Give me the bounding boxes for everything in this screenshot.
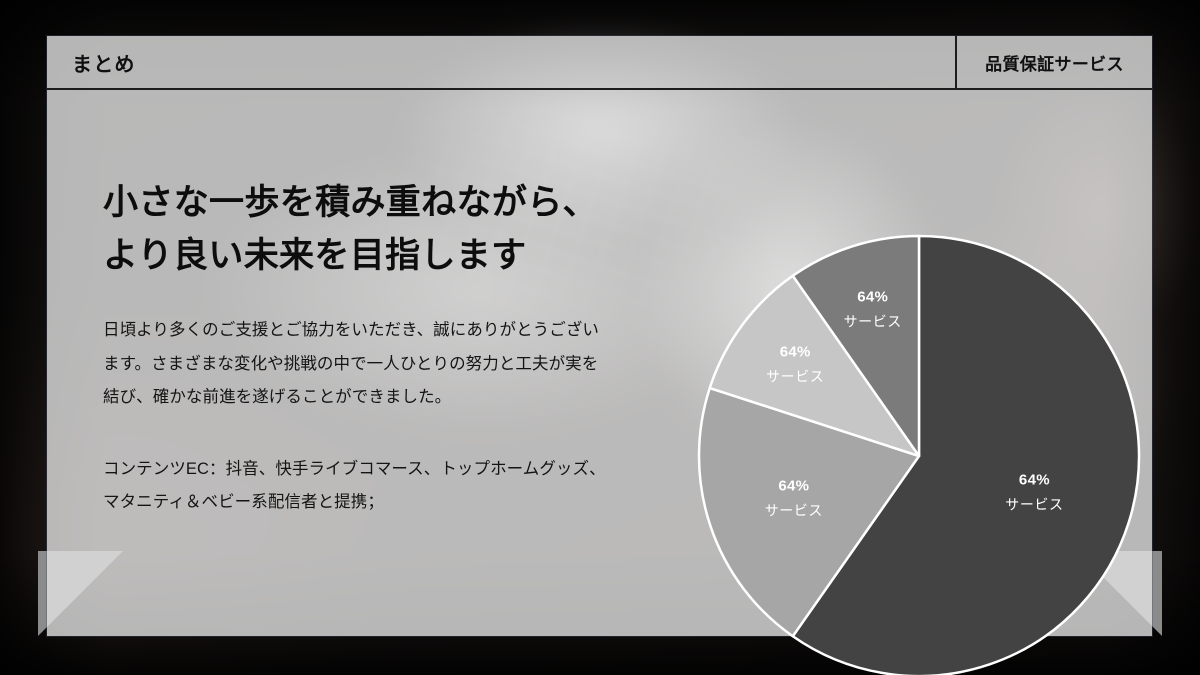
pie-slice[interactable]	[791, 234, 921, 458]
pie-slice[interactable]	[708, 274, 921, 458]
headline: 小さな一歩を積み重ねながら、 より良い未来を目指します	[103, 176, 623, 282]
pie-slice[interactable]	[697, 386, 921, 638]
body-paragraph-1: 日頃より多くのご支援とご協力をいただき、誠にありがとうございます。さまざまな変化…	[103, 321, 599, 407]
card-body: 小さな一歩を積み重ねながら、 より良い未来を目指します 日頃より多くのご支援とご…	[47, 90, 1152, 675]
header-badge: 品質保証サービス	[955, 35, 1152, 89]
content-card: まとめ 品質保証サービス 小さな一歩を積み重ねながら、 より良い未来を目指します…	[47, 35, 1152, 675]
card-header: まとめ 品質保証サービス	[47, 35, 1152, 90]
body-paragraph-2: コンテンツEC：抖音、快手ライブコマース、トップホームグッズ、マタニティ＆ベビー…	[103, 459, 606, 512]
pie-chart: 64% サービス 64% サービス 64% サービス 64% サービス	[651, 160, 1141, 675]
headline-line-2: より良い未来を目指します	[103, 236, 527, 276]
page-title: まとめ	[72, 53, 136, 76]
pie-slice-group	[697, 234, 1141, 675]
headline-line-1: 小さな一歩を積み重ねながら、	[103, 183, 598, 222]
pie-slice[interactable]	[791, 234, 1141, 675]
text-column: 小さな一歩を積み重ねながら、 より良い未来を目指します 日頃より多くのご支援とご…	[103, 176, 623, 520]
pie-chart-svg	[697, 234, 1141, 675]
